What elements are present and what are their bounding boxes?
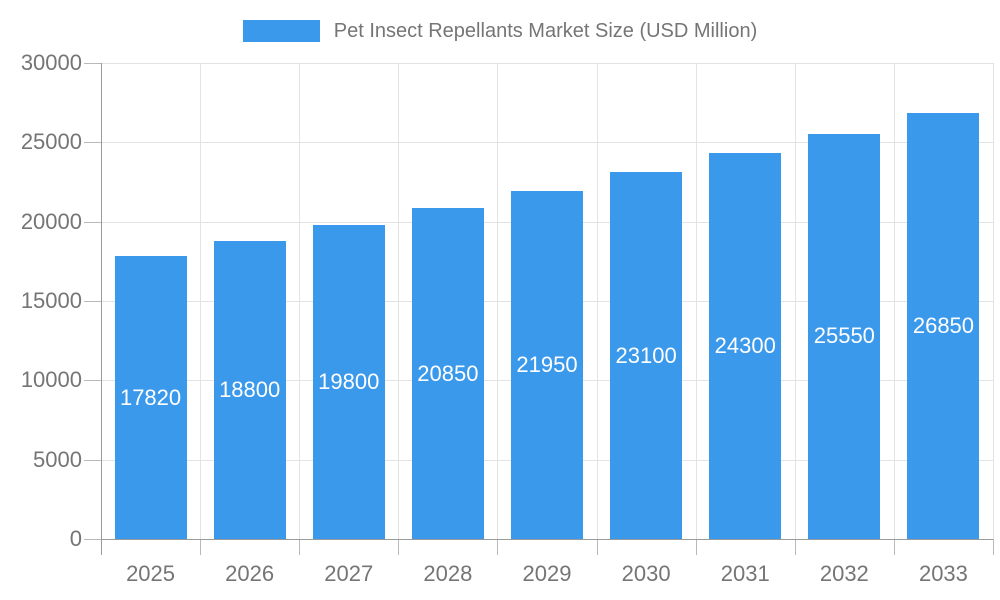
legend-label: Pet Insect Repellants Market Size (USD M…: [333, 19, 758, 42]
y-tick: [84, 380, 101, 382]
x-gridline: [497, 63, 499, 539]
y-axis-tick-label: 30000: [20, 50, 82, 75]
x-axis-tick-label: 2032: [819, 561, 869, 586]
y-axis-tick-label: 15000: [20, 288, 82, 313]
bar-value-label: 17820: [119, 384, 182, 410]
x-tick: [200, 539, 202, 555]
legend[interactable]: Pet Insect Repellants Market Size (USD M…: [0, 18, 1000, 44]
x-axis-tick-label: 2031: [720, 561, 770, 586]
y-tick: [84, 221, 101, 223]
y-tick: [84, 142, 101, 144]
bar-2033[interactable]: [907, 112, 980, 539]
bar-2026[interactable]: [213, 240, 286, 539]
y-axis-tick-label: 20000: [20, 208, 82, 234]
y-axis-tick-label: 25000: [20, 129, 82, 155]
bar-2025[interactable]: [114, 256, 187, 539]
x-tick: [794, 539, 796, 555]
bar-value-label: 25550: [813, 323, 875, 349]
x-axis-tick-label: 2028: [423, 561, 473, 586]
x-gridline: [200, 63, 202, 539]
x-tick: [893, 539, 895, 555]
x-tick: [695, 539, 697, 555]
x-gridline: [794, 63, 796, 539]
x-axis-tick-label: 2029: [522, 561, 572, 586]
x-gridline: [398, 63, 400, 539]
x-axis-tick-label: 2025: [126, 561, 176, 586]
bar-value-label: 21950: [516, 351, 578, 377]
bar-value-label: 24300: [714, 333, 776, 359]
bar-2032[interactable]: [808, 133, 881, 539]
bar-value-label: 20850: [417, 360, 479, 386]
y-tick: [84, 539, 101, 540]
x-axis-tick-label: 2033: [918, 561, 968, 586]
x-tick: [299, 539, 301, 555]
y-gridline: [101, 142, 993, 144]
y-gridline: [101, 63, 993, 64]
y-axis-line: [101, 63, 102, 555]
y-tick: [84, 459, 101, 461]
y-axis-tick-label: 0: [69, 526, 82, 551]
x-tick: [993, 539, 994, 555]
bar-value-label: 18800: [219, 376, 281, 402]
x-tick: [596, 539, 598, 555]
bar-value-label: 19800: [318, 368, 380, 394]
x-axis-tick-label: 2027: [324, 561, 374, 586]
y-axis-tick-label: 10000: [20, 367, 82, 393]
x-gridline: [893, 63, 895, 539]
x-tick: [398, 539, 400, 555]
x-gridline: [596, 63, 598, 539]
y-tick: [84, 301, 101, 302]
legend-swatch: [242, 20, 320, 42]
bar-2030[interactable]: [610, 172, 683, 539]
bar-2031[interactable]: [709, 153, 782, 539]
y-tick: [84, 63, 101, 64]
bar-value-label: 23100: [615, 342, 677, 368]
x-gridline: [695, 63, 697, 539]
bar-2028[interactable]: [411, 208, 484, 539]
bar-value-label: 26850: [912, 312, 975, 338]
x-axis-line: [101, 539, 993, 540]
bar-2029[interactable]: [511, 190, 583, 539]
y-axis-tick-label: 5000: [33, 446, 82, 472]
x-axis-tick-label: 2030: [621, 561, 671, 586]
x-tick: [497, 539, 499, 555]
x-gridline: [993, 63, 994, 539]
bar-2027[interactable]: [312, 224, 385, 539]
x-gridline: [299, 63, 301, 539]
x-axis-tick-label: 2026: [225, 561, 275, 586]
